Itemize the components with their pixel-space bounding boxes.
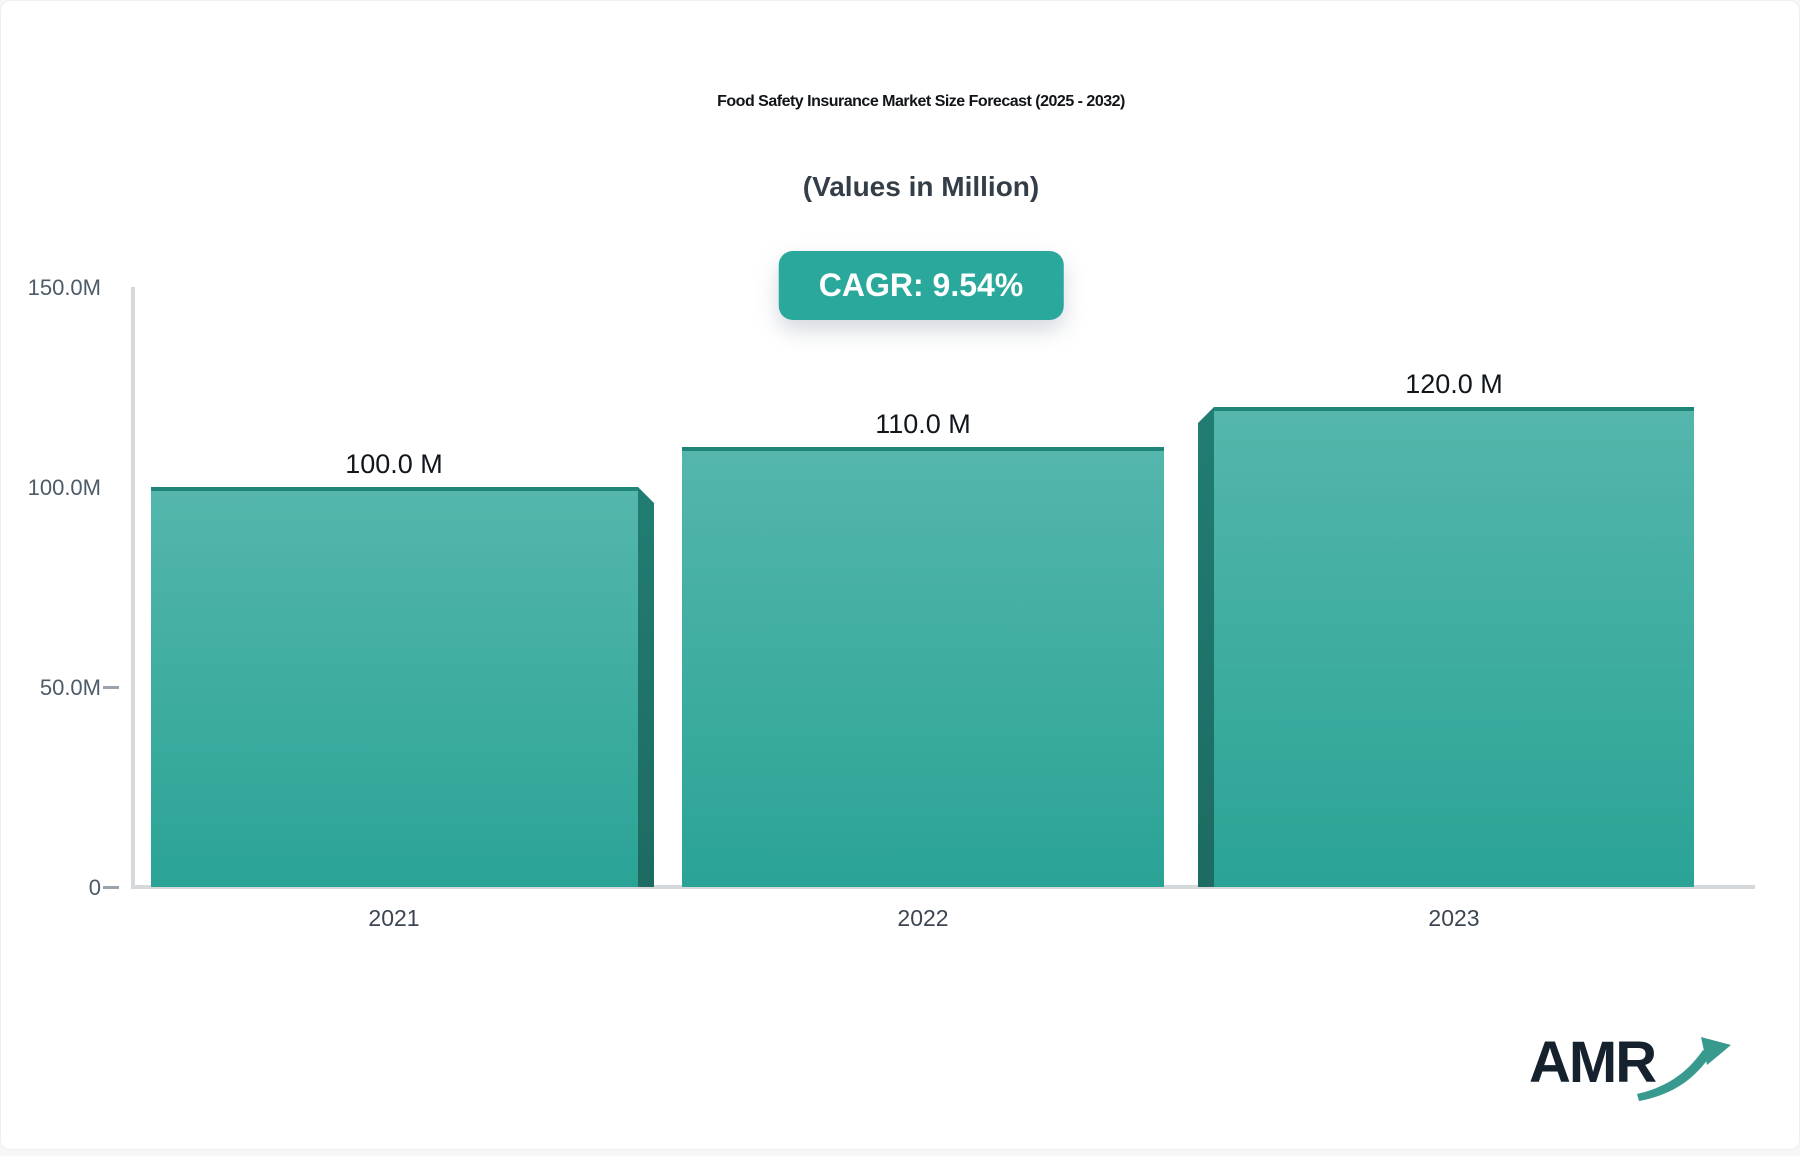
- chart-subtitle: (Values in Million): [802, 171, 1040, 202]
- y-tick-label: 100.0M: [27, 475, 101, 500]
- x-tick-label: 2022: [897, 905, 949, 931]
- bar-2023[interactable]: [1214, 407, 1694, 887]
- y-axis: [131, 287, 135, 887]
- bar-value-label: 100.0 M: [345, 449, 443, 479]
- cagr-badge: CAGR: 9.54%: [778, 251, 1064, 320]
- y-tick-label: 150.0M: [27, 275, 101, 300]
- growth-arrow-icon: [1637, 1037, 1731, 1101]
- bar-value-label: 110.0 M: [875, 409, 971, 439]
- chart-title: Food Safety Insurance Market Size Foreca…: [717, 93, 1125, 110]
- y-tick-label: 0: [88, 875, 101, 900]
- bar-2021-side-face: [638, 487, 654, 887]
- amr-logo-text: AMR: [1529, 1030, 1657, 1095]
- bar-2021[interactable]: [151, 487, 638, 887]
- y-tick-label: 50.0M: [39, 675, 101, 700]
- x-axis: [131, 885, 1755, 889]
- tick-mark: [103, 686, 119, 689]
- bar-2022[interactable]: [682, 447, 1164, 887]
- tick-mark: [103, 886, 119, 889]
- bar-value-label: 120.0 M: [1405, 369, 1503, 399]
- x-tick-label: 2021: [368, 905, 420, 931]
- amr-logo: AMR: [1529, 1029, 1749, 1119]
- bar-2023-side-face: [1198, 407, 1214, 887]
- x-tick-label: 2023: [1428, 905, 1480, 931]
